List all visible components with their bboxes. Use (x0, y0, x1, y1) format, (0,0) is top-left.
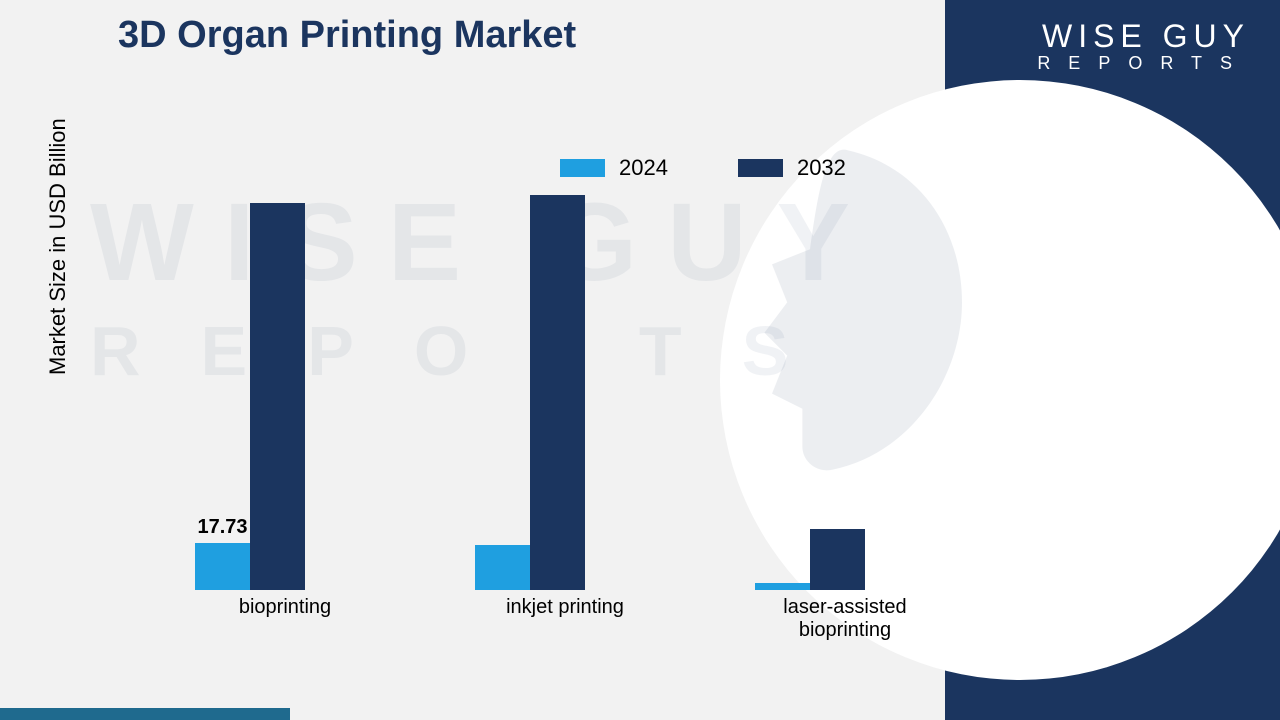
value-label: 17.73 (175, 516, 270, 539)
bar (530, 195, 585, 590)
legend-swatch-2032 (738, 159, 783, 177)
brand-bottom: REPORTS (1037, 53, 1250, 74)
category-label: laser-assisted bioprinting (745, 590, 945, 642)
bar (755, 583, 810, 590)
legend-label-2024: 2024 (619, 155, 668, 181)
category-label: inkjet printing (465, 590, 665, 619)
legend-item-2032: 2032 (738, 155, 846, 181)
category-label: bioprinting (185, 590, 385, 619)
bar (195, 543, 250, 590)
bar (810, 529, 865, 590)
legend: 2024 2032 (560, 155, 846, 181)
brand-logo: WISE GUY REPORTS (1037, 18, 1250, 74)
chart-title: 3D Organ Printing Market (118, 14, 576, 57)
legend-swatch-2024 (560, 159, 605, 177)
legend-item-2024: 2024 (560, 155, 668, 181)
plot-area: bioprinting17.73inkjet printinglaser-ass… (130, 195, 950, 590)
chart-stage: WISE GUY REPORTS 3D Organ Printing Marke… (0, 0, 1280, 720)
bar (475, 545, 530, 590)
legend-label-2032: 2032 (797, 155, 846, 181)
y-axis-label: Market Size in USD Billion (45, 118, 71, 375)
footer-strip (0, 708, 290, 720)
brand-top: WISE GUY (1037, 18, 1250, 55)
